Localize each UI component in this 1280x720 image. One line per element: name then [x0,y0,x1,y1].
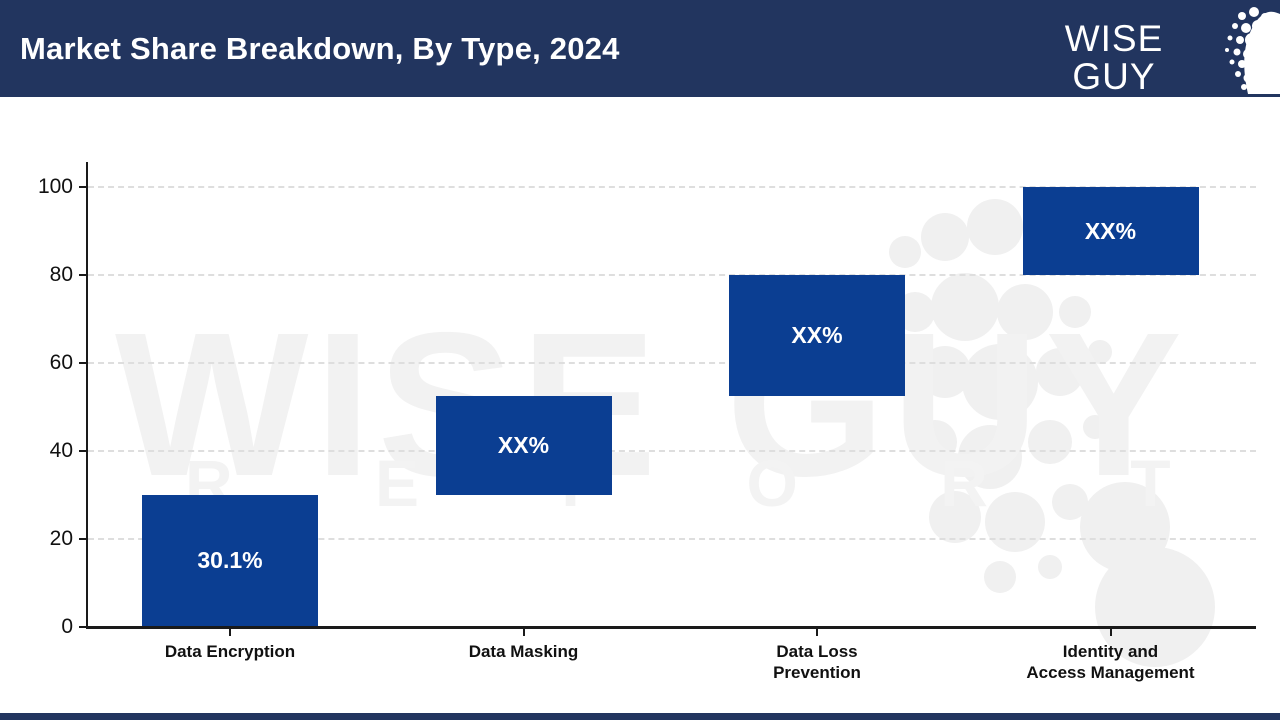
category-label-line: Access Management [1026,663,1195,682]
y-tick-label: 80 [49,263,73,286]
watermark-reports-text: R E P O R T S [185,446,1280,520]
bar: XX% [1022,187,1199,276]
y-axis [86,162,88,629]
y-axis-tick [79,450,88,452]
brand-logo: WISE GUY REPORTS [1020,0,1280,114]
category-label: Data Masking [394,641,654,662]
x-axis-tick [229,629,231,636]
category-label-line: Data Encryption [164,642,296,661]
watermark-text: WISE GUY [115,290,1189,519]
x-axis [86,626,1256,629]
bar-value-label: XX% [791,321,843,348]
gridline [88,186,1256,188]
bar-value-label: XX% [1084,217,1137,244]
y-axis-tick [79,274,88,276]
y-axis-tick [79,362,88,364]
category-label-line: Identity and [1062,642,1159,661]
y-axis-tick [79,186,88,188]
x-axis-tick [816,629,818,636]
gridline [88,362,1256,364]
gridline [88,274,1256,276]
y-tick-label: 0 [61,615,73,638]
page-title: Market Share Breakdown, By Type, 2024 [20,30,620,66]
logo-wordmark-line1: WISE GUY [1064,18,1164,97]
bar: 30.1% [142,494,318,627]
bar-value-label: 30.1% [197,547,263,574]
category-label: Identity and Access Management [981,641,1241,683]
x-axis-tick [1109,629,1112,636]
watermark-head-dots [886,199,1215,667]
category-label: Data Encryption [100,641,360,662]
footer-bar [0,713,1280,720]
y-tick-label: 40 [49,439,73,462]
category-label-line: Prevention [773,663,861,682]
y-axis-tick [79,626,88,628]
logo-head-icon [1225,7,1280,94]
bar-value-label: XX% [497,431,550,458]
y-tick-label: 60 [49,351,73,374]
bar: XX% [729,275,905,396]
bar: XX% [435,395,612,495]
gridline [88,450,1256,452]
y-axis-tick [79,538,88,540]
category-label-line: Data Loss [776,642,858,661]
y-tick-label: 100 [37,175,73,198]
category-label-line: Data Masking [468,642,579,661]
y-tick-label: 20 [49,527,73,550]
header-bar: Market Share Breakdown, By Type, 2024 WI… [0,0,1280,114]
gridline [88,538,1256,540]
x-axis-tick [522,629,525,636]
category-label: Data Loss Prevention [687,641,947,683]
